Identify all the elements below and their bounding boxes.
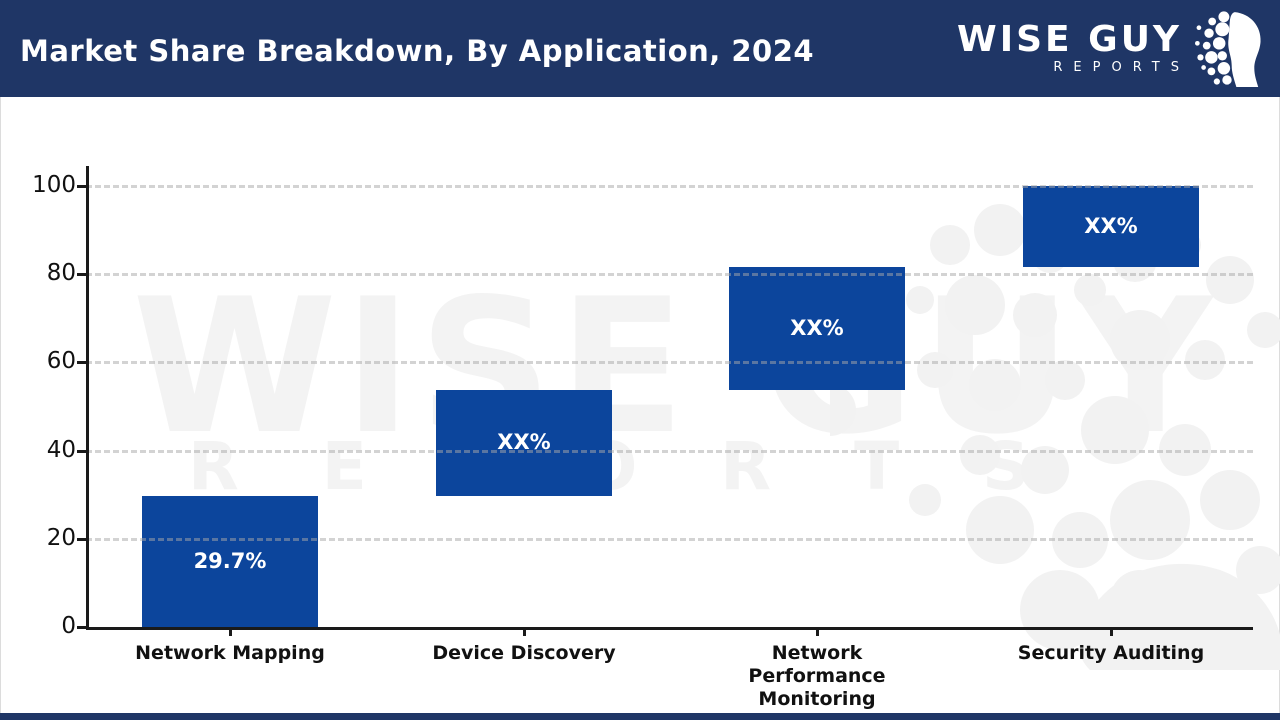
x-category-label-device-discovery: Device Discovery <box>432 642 616 664</box>
y-tick-mark-20 <box>77 537 86 541</box>
brand-logo-text: WISE GUY REPORTS <box>956 18 1182 75</box>
y-tick-label-20: 20 <box>46 524 76 551</box>
y-tick-mark-80 <box>77 273 86 277</box>
x-tick-mark-device-discovery <box>523 627 526 636</box>
x-tick-mark-security-auditing <box>1110 627 1113 636</box>
gridline-100 <box>86 185 1253 188</box>
y-tick-mark-0 <box>77 626 86 629</box>
x-tick-mark-network-mapping <box>229 627 232 636</box>
x-category-label-network-performance-monitoring: Network Performance Monitoring <box>748 642 886 710</box>
brand-head-icon <box>1195 11 1261 87</box>
gridline-80 <box>86 273 1253 277</box>
bar-security-auditing: XX% <box>1023 186 1199 268</box>
header-band: Market Share Breakdown, By Application, … <box>0 0 1280 97</box>
y-tick-label-0: 0 <box>61 613 76 639</box>
y-tick-label-100: 100 <box>32 172 76 198</box>
page-title: Market Share Breakdown, By Application, … <box>20 34 815 68</box>
y-tick-label-40: 40 <box>46 436 76 463</box>
gridline-60 <box>86 361 1253 365</box>
y-tick-mark-60 <box>77 361 86 365</box>
brand-name: WISE GUY <box>956 18 1182 60</box>
y-tick-mark-100 <box>77 185 86 188</box>
x-category-label-security-auditing: Security Auditing <box>1017 642 1205 664</box>
brand-subname: REPORTS <box>1053 60 1190 76</box>
brand-logo: WISE GUY REPORTS <box>957 8 1266 88</box>
bar-network-performance-monitoring: XX% <box>729 267 905 391</box>
footer-band <box>0 713 1280 720</box>
y-axis-line <box>86 166 89 630</box>
y-tick-mark-40 <box>77 449 86 453</box>
gridline-20 <box>86 537 1253 541</box>
bar-value-label-network-performance-monitoring: XX% <box>790 315 844 340</box>
bar-device-discovery: XX% <box>436 390 612 496</box>
watermark-head-icon <box>830 204 1280 670</box>
x-category-label-network-mapping: Network Mapping <box>135 642 325 664</box>
gridline-40 <box>86 449 1253 453</box>
y-tick-label-80: 80 <box>46 260 76 287</box>
bar-value-label-network-mapping: 29.7% <box>193 548 267 573</box>
y-tick-label-60: 60 <box>46 348 76 375</box>
bar-network-mapping: 29.7% <box>142 496 318 627</box>
bar-value-label-security-auditing: XX% <box>1084 213 1138 238</box>
x-tick-mark-network-performance-monitoring <box>816 627 819 636</box>
x-axis-line <box>86 627 1253 630</box>
